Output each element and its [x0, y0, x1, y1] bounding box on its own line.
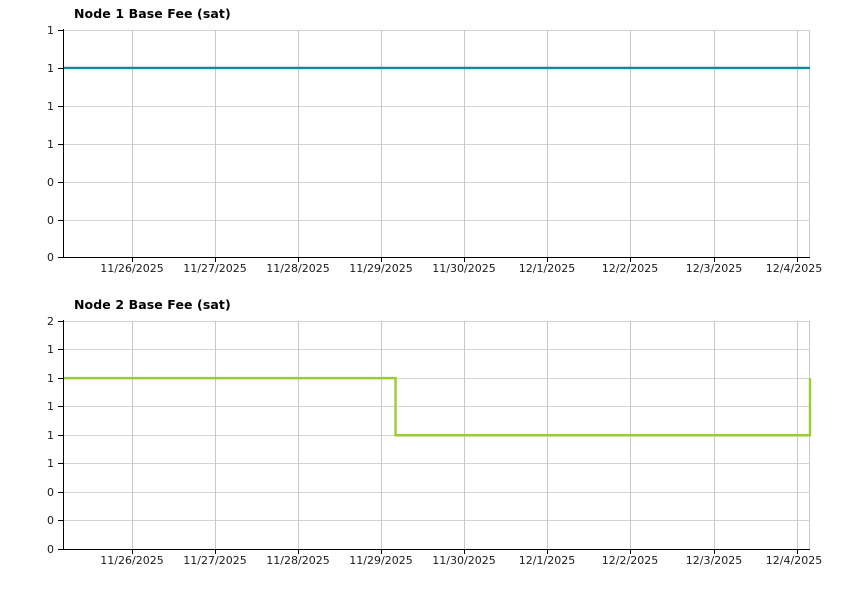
chart-1-ytick-2: 1: [47, 100, 54, 113]
chart-1-ytick-5: 0: [47, 214, 54, 227]
chart-1-plot: 1 1 1 1 0 0 0 11/26: [47, 24, 822, 275]
chart-2-xtick-7: 12/3/2025: [686, 554, 742, 567]
chart-2-xtick-8: 12/4/2025: [766, 554, 822, 567]
chart-1-y-tick-labels: 1 1 1 1 0 0 0: [47, 24, 54, 264]
chart-2-ytick-0: 2: [47, 315, 54, 328]
chart-2-xtick-6: 12/2/2025: [602, 554, 658, 567]
chart-1-xtick-3: 11/29/2025: [349, 262, 412, 275]
chart-2-ytick-2: 1: [47, 372, 54, 385]
chart-2-ytick-6: 0: [47, 486, 54, 499]
chart-1-ytick-4: 0: [47, 176, 54, 189]
chart-2-xtick-4: 11/30/2025: [432, 554, 495, 567]
chart-2-xtick-1: 11/27/2025: [183, 554, 246, 567]
chart-2-xtick-3: 11/29/2025: [349, 554, 412, 567]
chart-2-series-line: [64, 376, 812, 437]
chart-2-ytick-4: 1: [47, 429, 54, 442]
chart-panel-node-2: Node 2 Base Fee (sat): [0, 292, 860, 600]
chart-2-xtick-5: 12/1/2025: [519, 554, 575, 567]
chart-2-ytick-8: 0: [47, 543, 54, 556]
chart-1-ytick-0: 1: [47, 24, 54, 37]
chart-1-xtick-7: 12/3/2025: [686, 262, 742, 275]
chart-1-x-tick-marks: [131, 257, 799, 262]
chart-2-xtick-2: 11/28/2025: [266, 554, 329, 567]
chart-panel-node-1: Node 1 Base Fee (sat): [0, 0, 860, 290]
chart-1-vertical-gridlines: [132, 30, 810, 257]
chart-2-ytick-5: 1: [47, 457, 54, 470]
chart-2-y-tick-labels: 2 1 1 1 1 1 0 0 0: [47, 315, 54, 556]
chart-1-xtick-0: 11/26/2025: [100, 262, 163, 275]
chart-1-xtick-8: 12/4/2025: [766, 262, 822, 275]
chart-2-horizontal-gridlines: [64, 321, 810, 521]
chart-2-x-tick-marks: [131, 549, 799, 554]
chart-1-horizontal-gridlines: [64, 30, 810, 221]
chart-2-plot: 2 1 1 1 1 1 0 0 0: [47, 315, 822, 567]
chart-2-ytick-3: 1: [47, 400, 54, 413]
chart-1-y-tick-marks: [58, 29, 64, 259]
chart-1-xtick-4: 11/30/2025: [432, 262, 495, 275]
chart-1-ytick-1: 1: [47, 62, 54, 75]
chart-1-xtick-2: 11/28/2025: [266, 262, 329, 275]
chart-1-ytick-3: 1: [47, 138, 54, 151]
chart-2-axes: [62, 320, 810, 551]
chart-1-axes: [62, 29, 810, 259]
chart-2-x-tick-labels: 11/26/2025 11/27/2025 11/28/2025 11/29/2…: [100, 554, 822, 567]
chart-2-title: Node 2 Base Fee (sat): [74, 297, 231, 312]
chart-1-x-tick-labels: 11/26/2025 11/27/2025 11/28/2025 11/29/2…: [100, 262, 822, 275]
chart-1-xtick-1: 11/27/2025: [183, 262, 246, 275]
chart-1-xtick-5: 12/1/2025: [519, 262, 575, 275]
chart-1-ytick-6: 0: [47, 251, 54, 264]
chart-1-title: Node 1 Base Fee (sat): [74, 6, 231, 21]
chart-2-ytick-1: 1: [47, 343, 54, 356]
chart-2-y-tick-marks: [58, 320, 64, 551]
chart-2-xtick-0: 11/26/2025: [100, 554, 163, 567]
chart-1-xtick-6: 12/2/2025: [602, 262, 658, 275]
chart-2-ytick-7: 0: [47, 514, 54, 527]
